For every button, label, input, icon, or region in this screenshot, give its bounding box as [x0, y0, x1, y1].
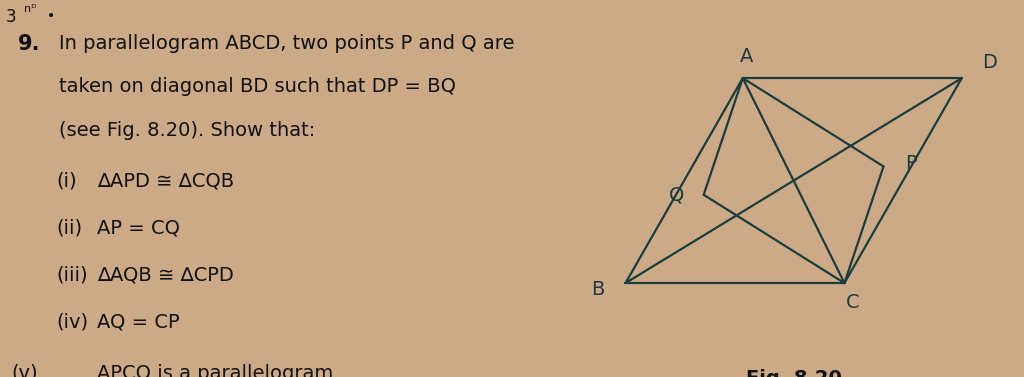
Text: Fig. 8.20: Fig. 8.20: [745, 369, 842, 377]
Text: ∆AQB ≅ ∆CPD: ∆AQB ≅ ∆CPD: [97, 266, 233, 285]
Text: (iv): (iv): [56, 313, 88, 332]
Text: A: A: [740, 47, 754, 66]
Text: (ii): (ii): [56, 219, 82, 238]
Text: (v): (v): [12, 364, 39, 377]
Text: In parallelogram ABCD, two points P and Q are: In parallelogram ABCD, two points P and …: [58, 34, 514, 53]
Text: AP = CQ: AP = CQ: [97, 219, 180, 238]
Text: (iii): (iii): [56, 266, 88, 285]
Text: 9.: 9.: [17, 34, 40, 54]
Text: C: C: [846, 293, 859, 311]
Text: •: •: [47, 9, 55, 23]
Text: B: B: [592, 280, 605, 299]
Text: (see Fig. 8.20). Show that:: (see Fig. 8.20). Show that:: [58, 121, 315, 139]
Text: nᴰ: nᴰ: [24, 4, 36, 14]
Text: 3: 3: [6, 8, 16, 26]
Text: ∆APD ≅ ∆CQB: ∆APD ≅ ∆CQB: [97, 172, 234, 190]
Text: Q: Q: [669, 185, 684, 204]
Text: P: P: [905, 154, 916, 173]
Text: (i): (i): [56, 172, 77, 190]
Text: AQ = CP: AQ = CP: [97, 313, 180, 332]
Text: taken on diagonal BD such that DP = BQ: taken on diagonal BD such that DP = BQ: [58, 77, 456, 96]
Text: D: D: [982, 53, 996, 72]
Text: APCQ is a parallelogram: APCQ is a parallelogram: [97, 364, 334, 377]
